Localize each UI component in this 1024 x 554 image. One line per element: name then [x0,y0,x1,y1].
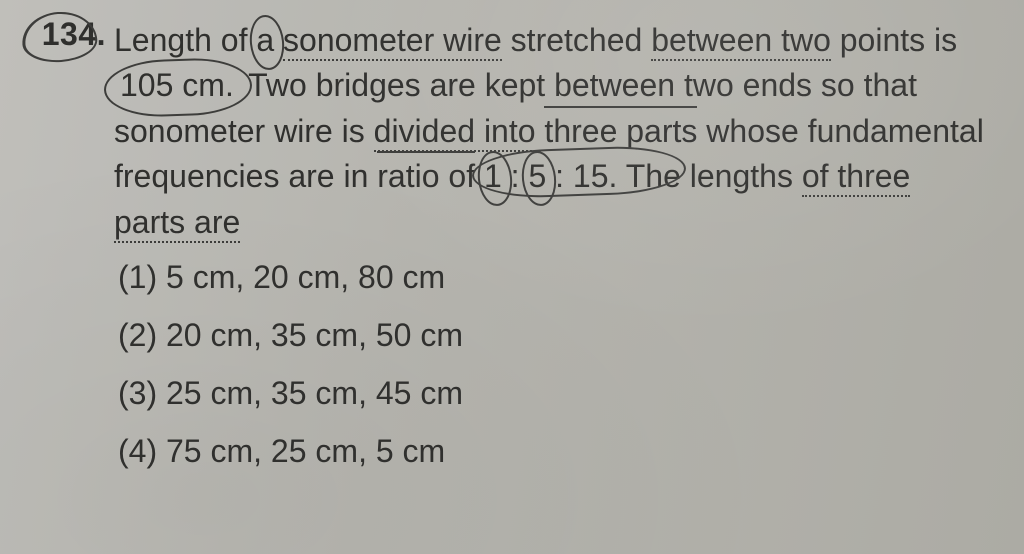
scanned-page: 134. Length of a sonometer wire stretche… [0,0,1024,554]
stem-text: The lengths [617,158,801,194]
overlined-ratio-of: ratio of [377,154,475,199]
ratio-15: 15. [573,158,617,194]
handwritten-a: a [256,18,274,63]
stem-text: points is [831,22,957,58]
circled-105cm: 105 cm. [114,63,240,108]
option-text: 75 cm, 25 cm, 5 cm [166,433,445,469]
overlined-threeparts: three parts [544,109,697,154]
underlined-sonometer: sonometer wire [283,22,502,61]
option-2: (2) 20 cm, 35 cm, 50 cm [118,319,984,351]
question-body: Length of a sonometer wire stretched bet… [114,18,984,467]
stem-text: Length of [114,22,256,58]
option-label: (2) [118,317,157,353]
option-label: (4) [118,433,157,469]
circled-5: 5 [528,154,546,199]
underlined-divided: divided into [374,113,536,152]
option-4: (4) 75 cm, 25 cm, 5 cm [118,435,984,467]
ratio-group: 1 : 5 : 15. [484,154,617,199]
options-block: (1) 5 cm, 20 cm, 80 cm (2) 20 cm, 35 cm,… [118,261,984,467]
question-stem: Length of a sonometer wire stretched bet… [114,18,984,245]
underlined-between-two: between two [651,22,831,61]
option-text: 20 cm, 35 cm, 50 cm [166,317,463,353]
option-1: (1) 5 cm, 20 cm, 80 cm [118,261,984,293]
circled-1: 1 [484,154,502,199]
question-number: 134. [42,18,106,50]
stem-text: stretched [502,22,651,58]
question-number-wrap: 134. [28,18,114,50]
option-text: 5 cm, 20 cm, 80 cm [166,259,445,295]
option-label: (3) [118,375,157,411]
question-row: 134. Length of a sonometer wire stretche… [28,18,984,467]
option-label: (1) [118,259,157,295]
option-3: (3) 25 cm, 35 cm, 45 cm [118,377,984,409]
option-text: 25 cm, 35 cm, 45 cm [166,375,463,411]
